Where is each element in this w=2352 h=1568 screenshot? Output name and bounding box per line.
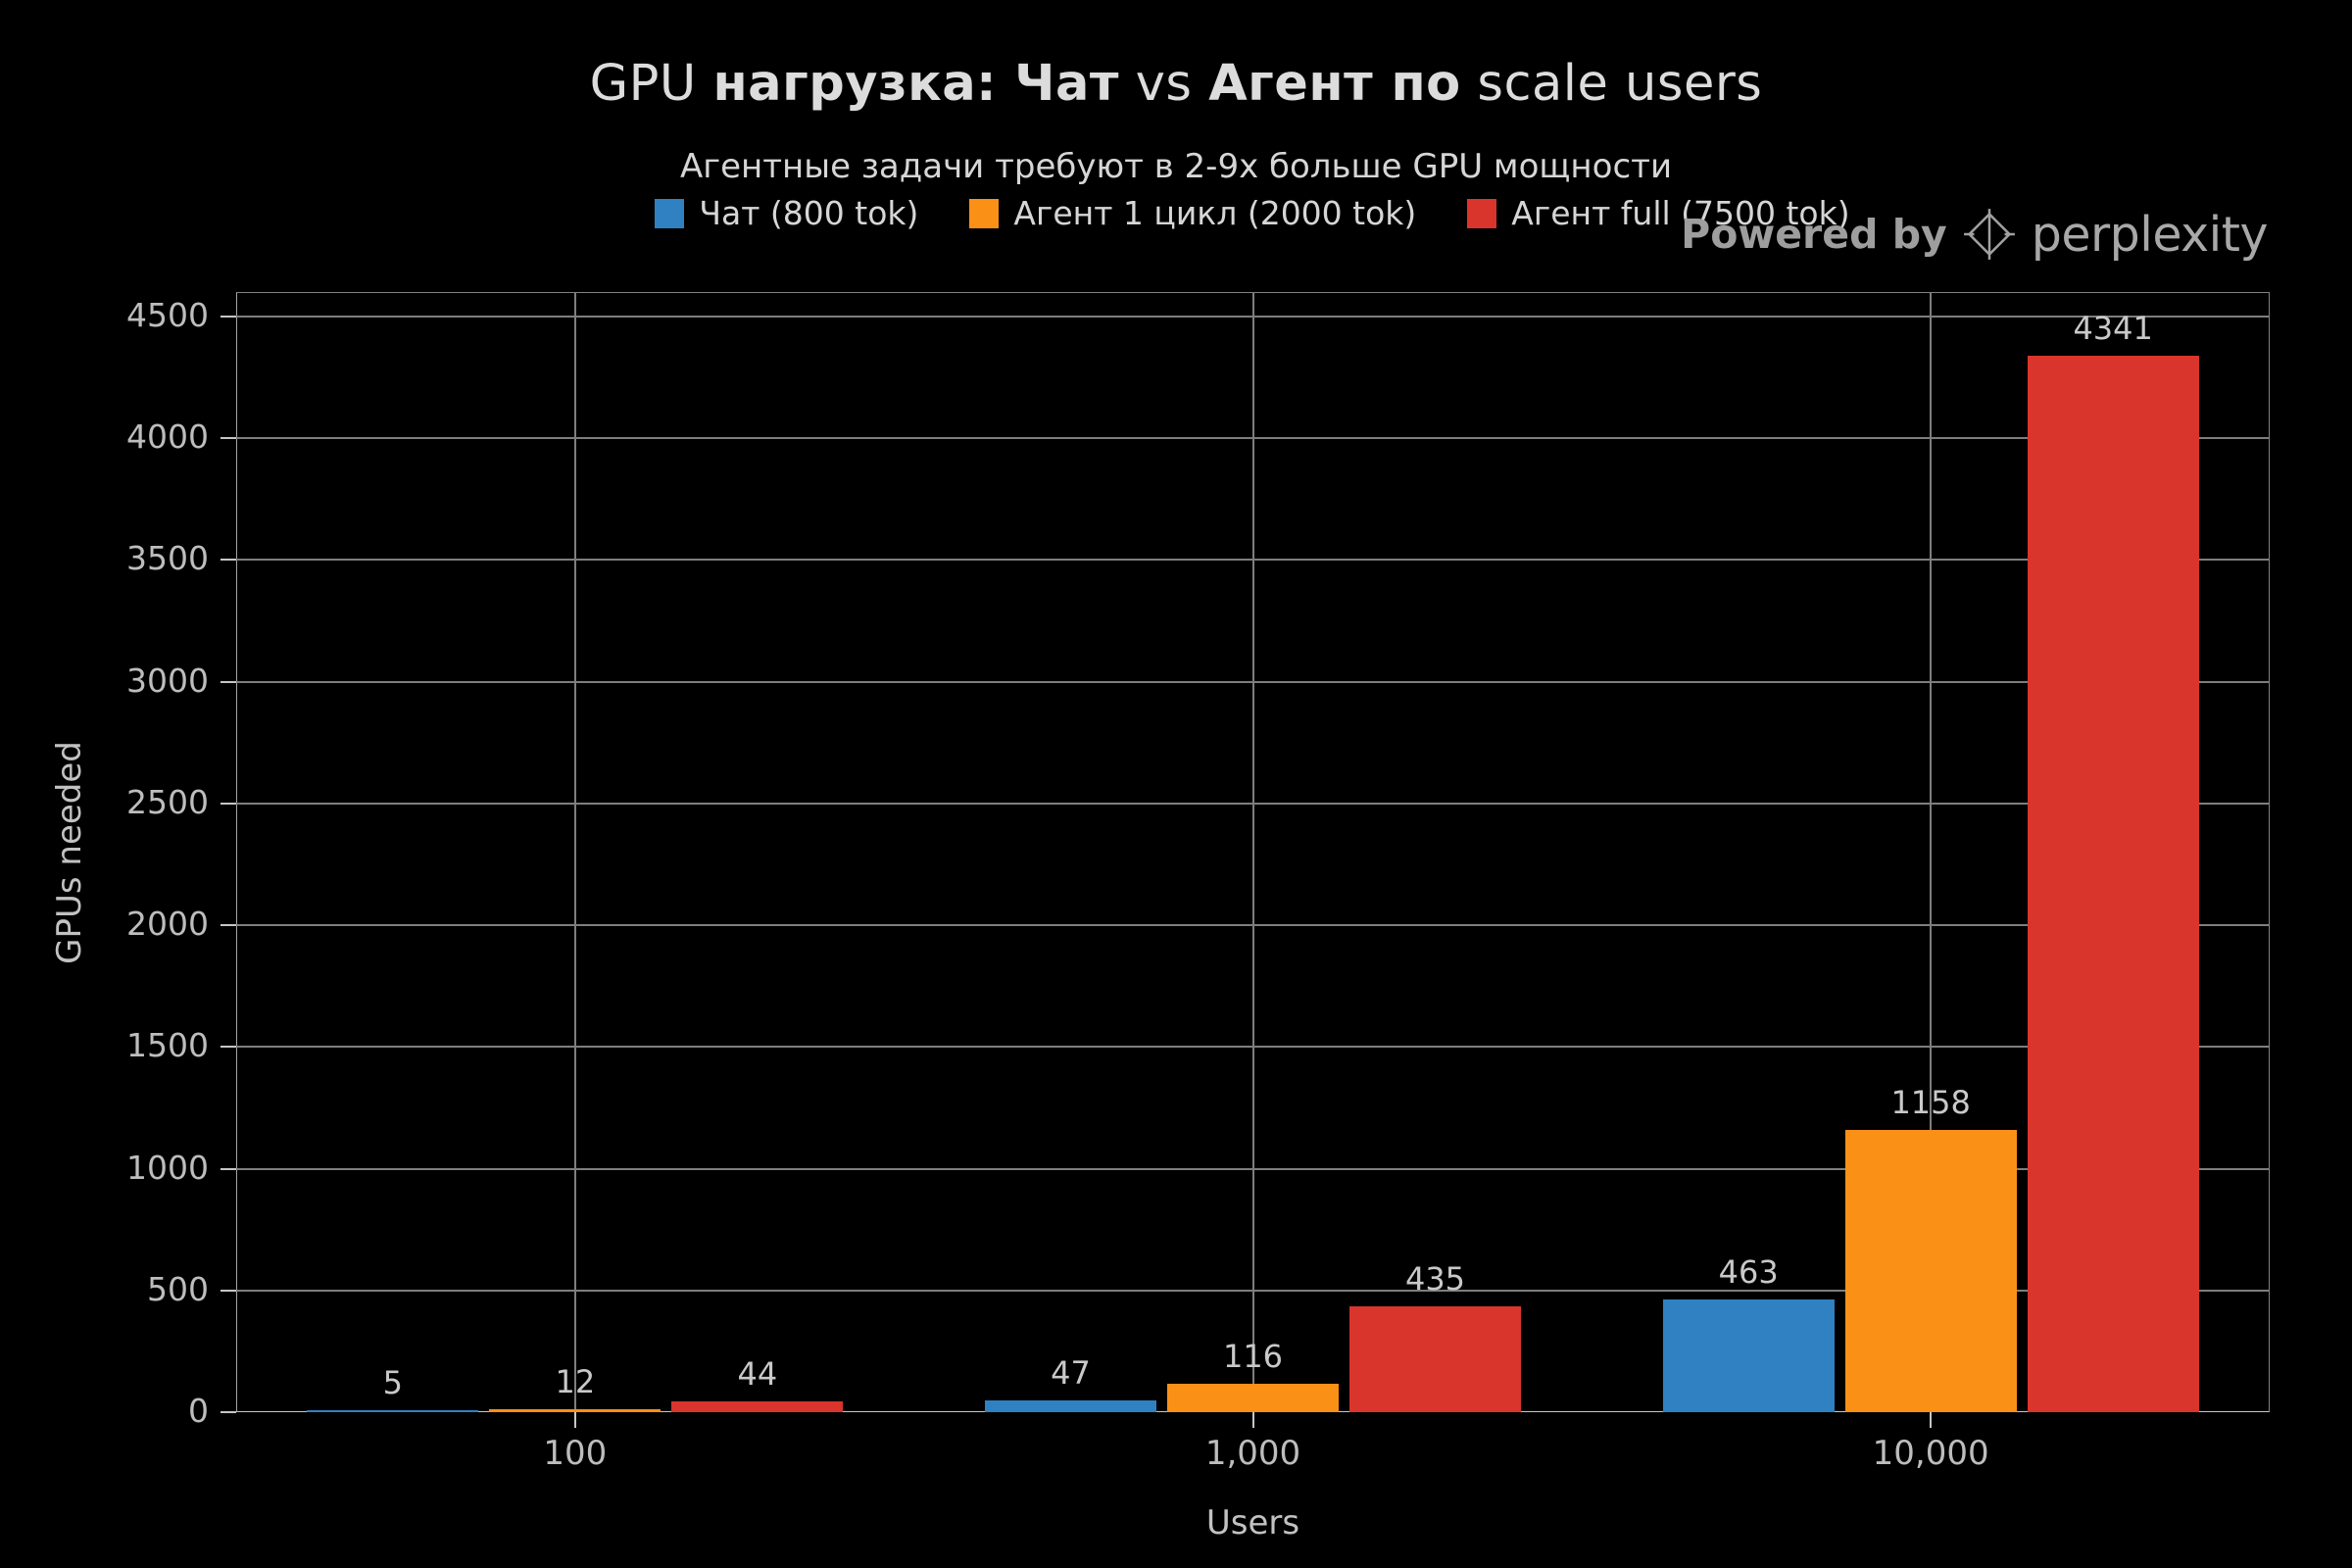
y-tick-label: 3500 <box>126 539 209 578</box>
y-tick-label: 500 <box>147 1269 209 1308</box>
y-tickmark <box>220 802 236 805</box>
x-tick-label: 1,000 <box>1204 1434 1301 1473</box>
bar-value-label: 44 <box>737 1355 778 1394</box>
bar-value-label: 435 <box>1404 1259 1466 1298</box>
y-tickmark <box>220 1411 236 1413</box>
x-tick-label: 10,000 <box>1872 1434 1989 1473</box>
x-gridline <box>1251 292 1254 1412</box>
bar <box>2027 355 2199 1412</box>
y-tickmark <box>220 1167 236 1170</box>
x-tick-label: 100 <box>543 1434 608 1473</box>
x-tickmark <box>573 1412 576 1428</box>
bar <box>489 1409 662 1412</box>
y-tick-label: 3000 <box>126 661 209 700</box>
bar <box>671 1401 844 1412</box>
legend-item-agent-full: Агент full (7500 tok) <box>1467 194 1850 232</box>
bar-value-label: 1158 <box>1890 1084 1971 1122</box>
legend-swatch-agent-full <box>1467 198 1497 228</box>
x-tickmark <box>1930 1412 1933 1428</box>
legend-item-agent-cycle: Агент 1 цикл (2000 tok) <box>969 194 1416 232</box>
title-segment: Агент по <box>1208 55 1461 113</box>
y-tick-label: 2000 <box>126 905 209 944</box>
y-tick-label: 2500 <box>126 782 209 821</box>
powered-by-label: Powered by <box>1681 211 1947 258</box>
legend-item-chat: Чат (800 tok) <box>655 194 918 232</box>
bar-value-label: 47 <box>1051 1354 1091 1393</box>
title-segment: GPU <box>589 55 713 113</box>
y-tick-label: 4000 <box>126 417 209 457</box>
legend-swatch-agent-cycle <box>969 198 1000 228</box>
bar <box>1662 1298 1835 1412</box>
bar-value-label: 5 <box>382 1364 403 1401</box>
bar <box>1844 1130 2017 1412</box>
y-tickmark <box>220 924 236 927</box>
title-segment: scale users <box>1460 55 1763 113</box>
legend-label: Агент full (7500 tok) <box>1511 194 1850 232</box>
x-tickmark <box>1251 1412 1254 1428</box>
bar <box>307 1410 479 1412</box>
y-tick-label: 4500 <box>126 296 209 334</box>
bar <box>1167 1384 1339 1412</box>
x-gridline <box>573 292 576 1412</box>
bar-value-label: 4341 <box>2073 309 2153 347</box>
brand-wordmark: perplexity <box>2031 206 2269 263</box>
title-segment: vs <box>1119 55 1209 113</box>
legend-swatch-chat <box>655 198 685 228</box>
y-tick-label: 1000 <box>126 1148 209 1187</box>
y-tickmark <box>220 316 236 318</box>
y-tickmark <box>220 1046 236 1049</box>
y-tickmark <box>220 559 236 562</box>
y-tickmark <box>220 1289 236 1292</box>
legend: Чат (800 tok) Агент 1 цикл (2000 tok) Аг… <box>76 194 2352 232</box>
chart-subtitle: Агентные задачи требуют в 2-9x больше GP… <box>679 147 1673 186</box>
y-tickmark <box>220 437 236 440</box>
title-segment: нагрузка: Чат <box>712 55 1119 113</box>
x-axis-title: Users <box>1205 1503 1300 1543</box>
bar-value-label: 463 <box>1718 1252 1779 1291</box>
bar-value-label: 12 <box>555 1363 596 1401</box>
y-tickmark <box>220 680 236 683</box>
y-tick-label: 0 <box>188 1392 209 1430</box>
bar <box>985 1400 1156 1412</box>
perplexity-logo-icon <box>1963 209 2015 260</box>
y-tick-label: 1500 <box>126 1026 209 1065</box>
x-gridline <box>1930 292 1933 1412</box>
powered-by: Powered by perplexity <box>1681 206 2268 263</box>
legend-label: Агент 1 цикл (2000 tok) <box>1013 194 1417 232</box>
legend-label: Чат (800 tok) <box>699 194 919 232</box>
chart-title: GPU нагрузка: Чат vs Агент по scale user… <box>0 55 2352 113</box>
bar-value-label: 116 <box>1222 1338 1284 1376</box>
bar <box>1349 1305 1521 1412</box>
